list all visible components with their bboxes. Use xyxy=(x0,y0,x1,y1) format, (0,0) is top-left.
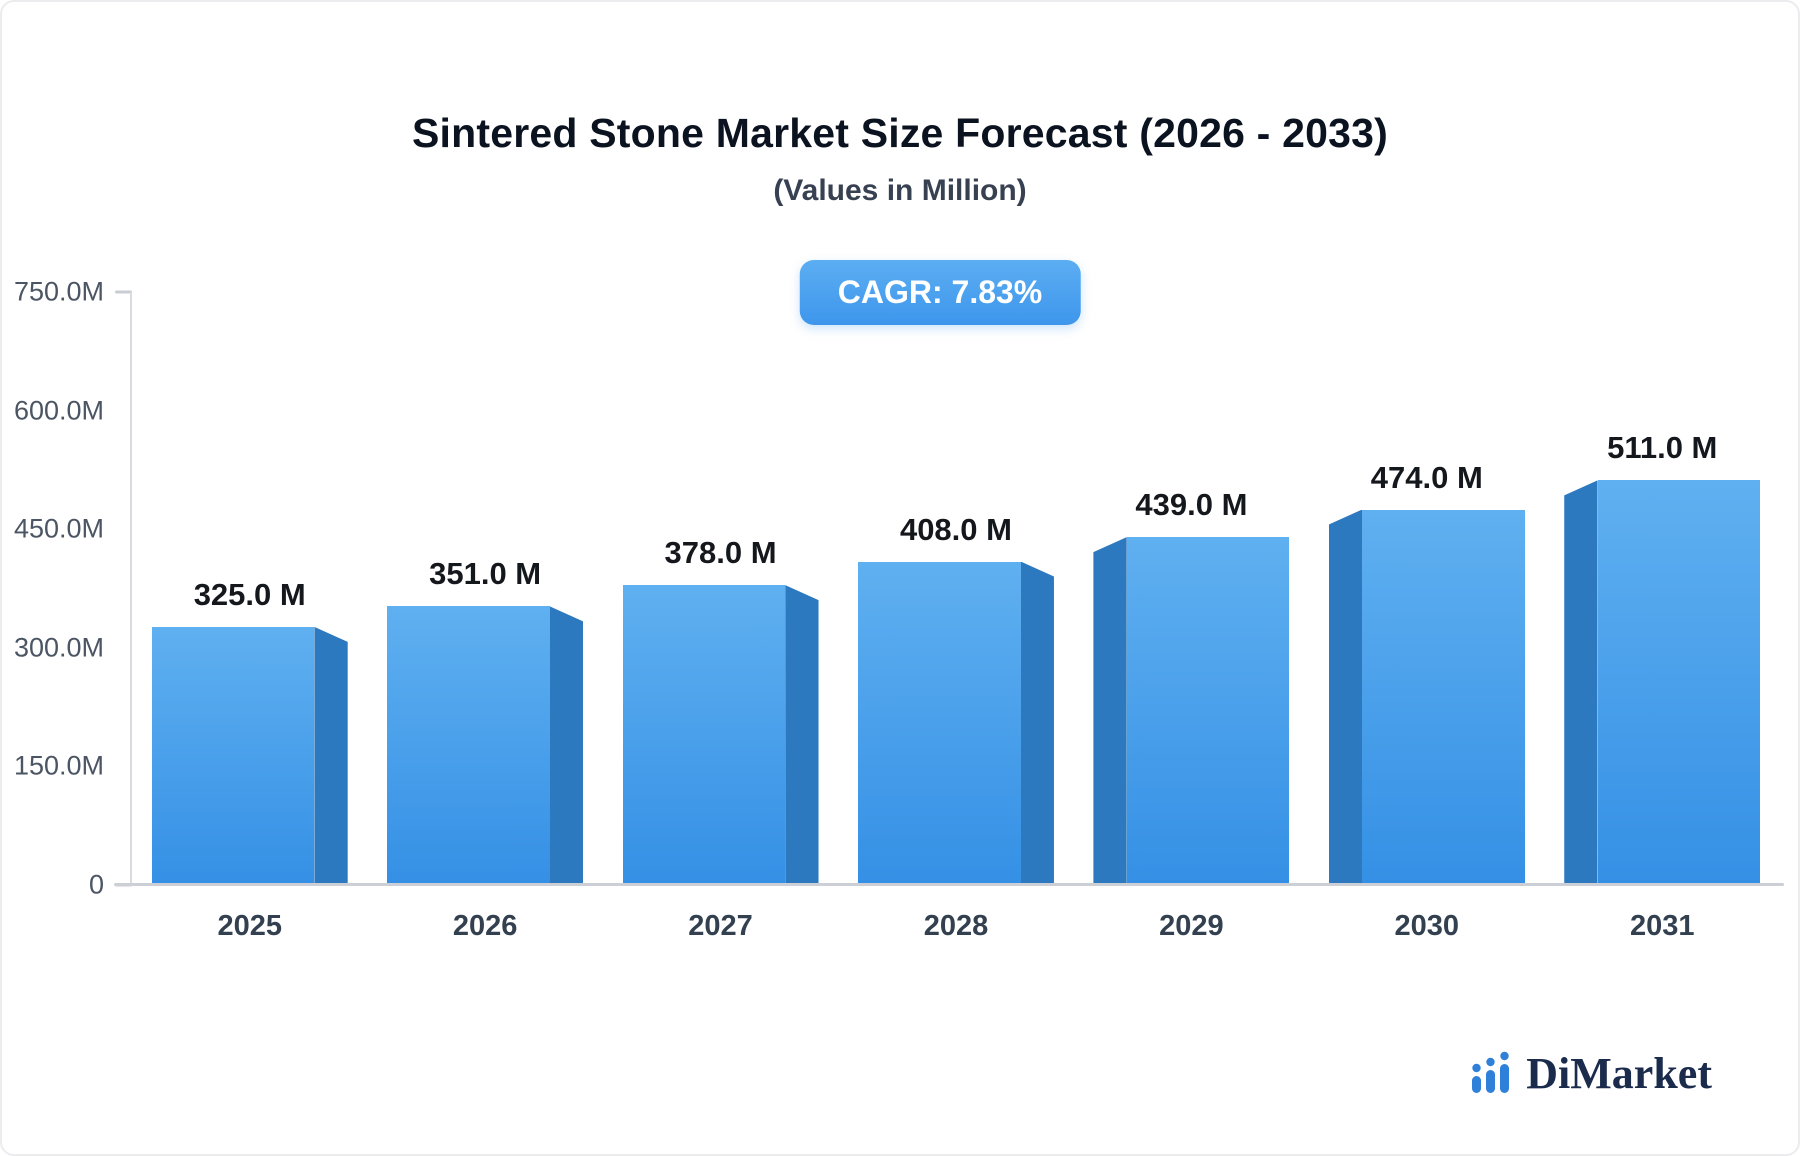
bar[interactable] xyxy=(1328,509,1525,883)
y-axis-label: 0 xyxy=(88,869,104,900)
bar-value-label: 408.0 M xyxy=(899,511,1012,547)
x-axis-label: 2025 xyxy=(217,910,282,942)
bar-side-shadow xyxy=(1020,561,1054,883)
x-axis-label: 2031 xyxy=(1629,910,1695,942)
bar-side-shadow xyxy=(1093,537,1127,883)
y-axis-label: 450.0M xyxy=(13,513,104,544)
bar-value-label: 325.0 M xyxy=(193,576,306,612)
bar-side-shadow xyxy=(1328,509,1363,883)
bar-value-label: 511.0 M xyxy=(1607,430,1718,466)
y-axis: 0 150.0M 300.0M 450.0M 600.0M 750.0M xyxy=(2,277,132,900)
chart-title: Sintered Stone Market Size Forecast (202… xyxy=(412,110,1388,156)
bar-value-label: 378.0 M xyxy=(664,535,777,571)
y-axis-label: 300.0M xyxy=(13,632,104,663)
bar[interactable] xyxy=(151,626,348,883)
bar-group: 439.0 M xyxy=(1093,292,1290,883)
x-axis-label: 2030 xyxy=(1394,910,1460,942)
bar-value-label: 474.0 M xyxy=(1370,459,1483,495)
bar-group: 474.0 M xyxy=(1328,292,1525,883)
x-axis-label: 2028 xyxy=(923,910,989,942)
bar-side-shadow xyxy=(1564,480,1598,883)
y-axis-label: 600.0M xyxy=(13,395,104,426)
bar-group: 408.0 M xyxy=(857,292,1054,883)
x-axis-label: 2027 xyxy=(688,910,753,942)
bar-group: 325.0 M xyxy=(151,292,348,883)
x-axis: 2025 2026 2027 2028 2029 2030 2031 xyxy=(132,910,1780,943)
x-axis-label: 2026 xyxy=(452,910,518,942)
bar[interactable] xyxy=(622,585,819,883)
bar-side-shadow xyxy=(785,585,819,883)
bar[interactable] xyxy=(1564,480,1761,883)
bar-group: 378.0 M xyxy=(622,292,819,883)
cagr-badge: CAGR: 7.83% xyxy=(799,260,1081,325)
y-axis-tick xyxy=(115,290,132,294)
bar[interactable] xyxy=(1093,537,1290,883)
y-axis-line xyxy=(130,292,132,886)
y-axis-label: 750.0M xyxy=(13,276,104,307)
bar[interactable] xyxy=(857,561,1054,883)
brand-logo: DiMarket xyxy=(1468,1050,1712,1096)
bar-face xyxy=(1126,537,1290,883)
brand-name: DiMarket xyxy=(1526,1049,1712,1098)
bar-value-label: 439.0 M xyxy=(1135,487,1248,523)
bar-group: 351.0 M xyxy=(387,292,584,883)
y-axis-label: 150.0M xyxy=(13,750,104,781)
chart-subtitle: (Values in Million) xyxy=(773,174,1027,207)
bar-face xyxy=(622,585,786,883)
x-axis-label: 2029 xyxy=(1159,910,1224,942)
bar-face xyxy=(151,626,315,883)
bar-chart-icon xyxy=(1472,1051,1510,1093)
bar-side-shadow xyxy=(314,626,348,883)
bar-face xyxy=(1597,480,1761,883)
bar[interactable] xyxy=(387,606,584,883)
bar-value-label: 351.0 M xyxy=(429,556,542,592)
bar-face xyxy=(387,606,550,883)
x-axis-baseline xyxy=(114,883,1784,886)
bar-face xyxy=(1362,509,1525,883)
bar-group: 511.0 M xyxy=(1564,292,1761,883)
bar-face xyxy=(857,561,1021,883)
plot-area: 325.0 M 351.0 M 378.0 M 408.0 M 439.0 M 474.0… xyxy=(132,292,1780,883)
bar-side-shadow xyxy=(549,606,584,883)
